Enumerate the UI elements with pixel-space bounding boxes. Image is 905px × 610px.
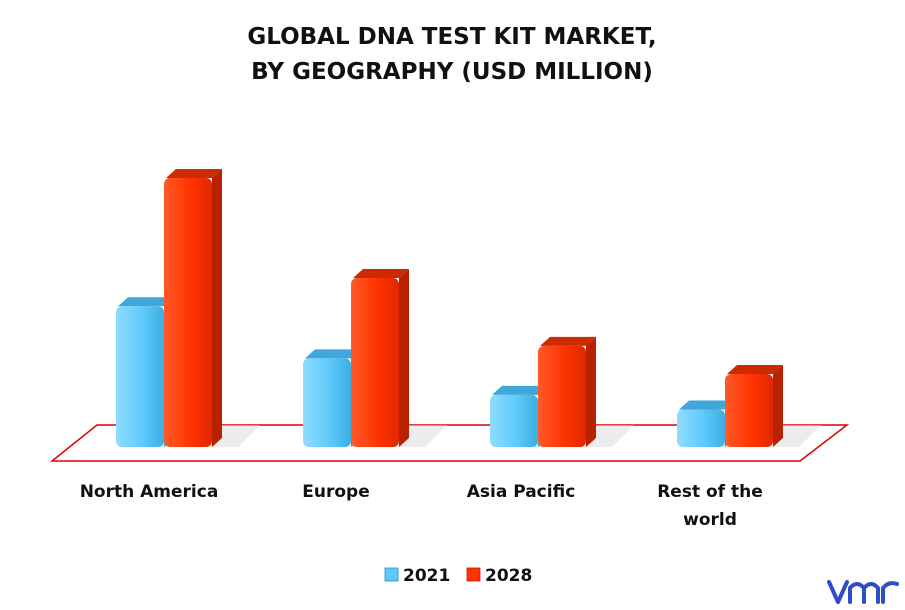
- bar-side: [586, 336, 596, 447]
- legend-item-2021: 2021: [384, 566, 450, 586]
- bar-side: [212, 168, 222, 447]
- bar-top: [679, 400, 735, 410]
- bar-side: [773, 365, 783, 447]
- vmr-logo-m: [848, 582, 880, 604]
- bar-top: [353, 269, 409, 279]
- bar-front: [490, 394, 538, 447]
- legend-swatch-2028: [466, 567, 481, 582]
- bar-top: [540, 336, 596, 346]
- bar-front: [677, 409, 725, 447]
- category-label-line: Rest of the: [657, 482, 763, 502]
- bar-front: [538, 345, 586, 447]
- bar-europe-2028: [351, 269, 409, 447]
- chart-title: GLOBAL DNA TEST KIT MARKET,: [247, 24, 656, 50]
- bar-front: [351, 278, 399, 447]
- legend: 2021 2028: [384, 566, 532, 586]
- legend-swatch-2021: [384, 567, 399, 582]
- bar-front: [164, 177, 212, 447]
- category-label-line: world: [683, 510, 737, 530]
- bar-north-america-2028: [164, 168, 222, 447]
- legend-label-2021: 2021: [403, 566, 450, 586]
- bar-top: [492, 385, 548, 395]
- bar-top: [727, 365, 783, 374]
- category-label-north-america: North America: [80, 482, 219, 502]
- bar-top: [305, 349, 361, 359]
- bar-rest-of-the-world-2028: [725, 365, 783, 447]
- bar-front: [725, 374, 773, 447]
- vmr-logo-v: [827, 580, 849, 604]
- vmr-logo-r: [881, 581, 899, 604]
- vmr-logo: [827, 580, 899, 604]
- legend-label-2028: 2028: [485, 566, 532, 586]
- bar-top: [118, 297, 174, 307]
- category-labels: North America Europe Asia Pacific Rest of t…: [80, 482, 763, 530]
- chart-subtitle: BY GEOGRAPHY (USD MILLION): [251, 59, 653, 85]
- legend-item-2028: 2028: [466, 566, 532, 586]
- bar-side: [399, 269, 409, 447]
- bar-top: [166, 168, 222, 178]
- bar-front: [116, 306, 164, 447]
- category-label-rest-of-the-world: Rest of the world: [657, 482, 763, 530]
- category-label-europe: Europe: [302, 482, 369, 502]
- bar-asia-pacific-2028: [538, 336, 596, 447]
- category-label-asia-pacific: Asia Pacific: [467, 482, 576, 502]
- bar-front: [303, 358, 351, 447]
- bars-layer: [116, 168, 821, 447]
